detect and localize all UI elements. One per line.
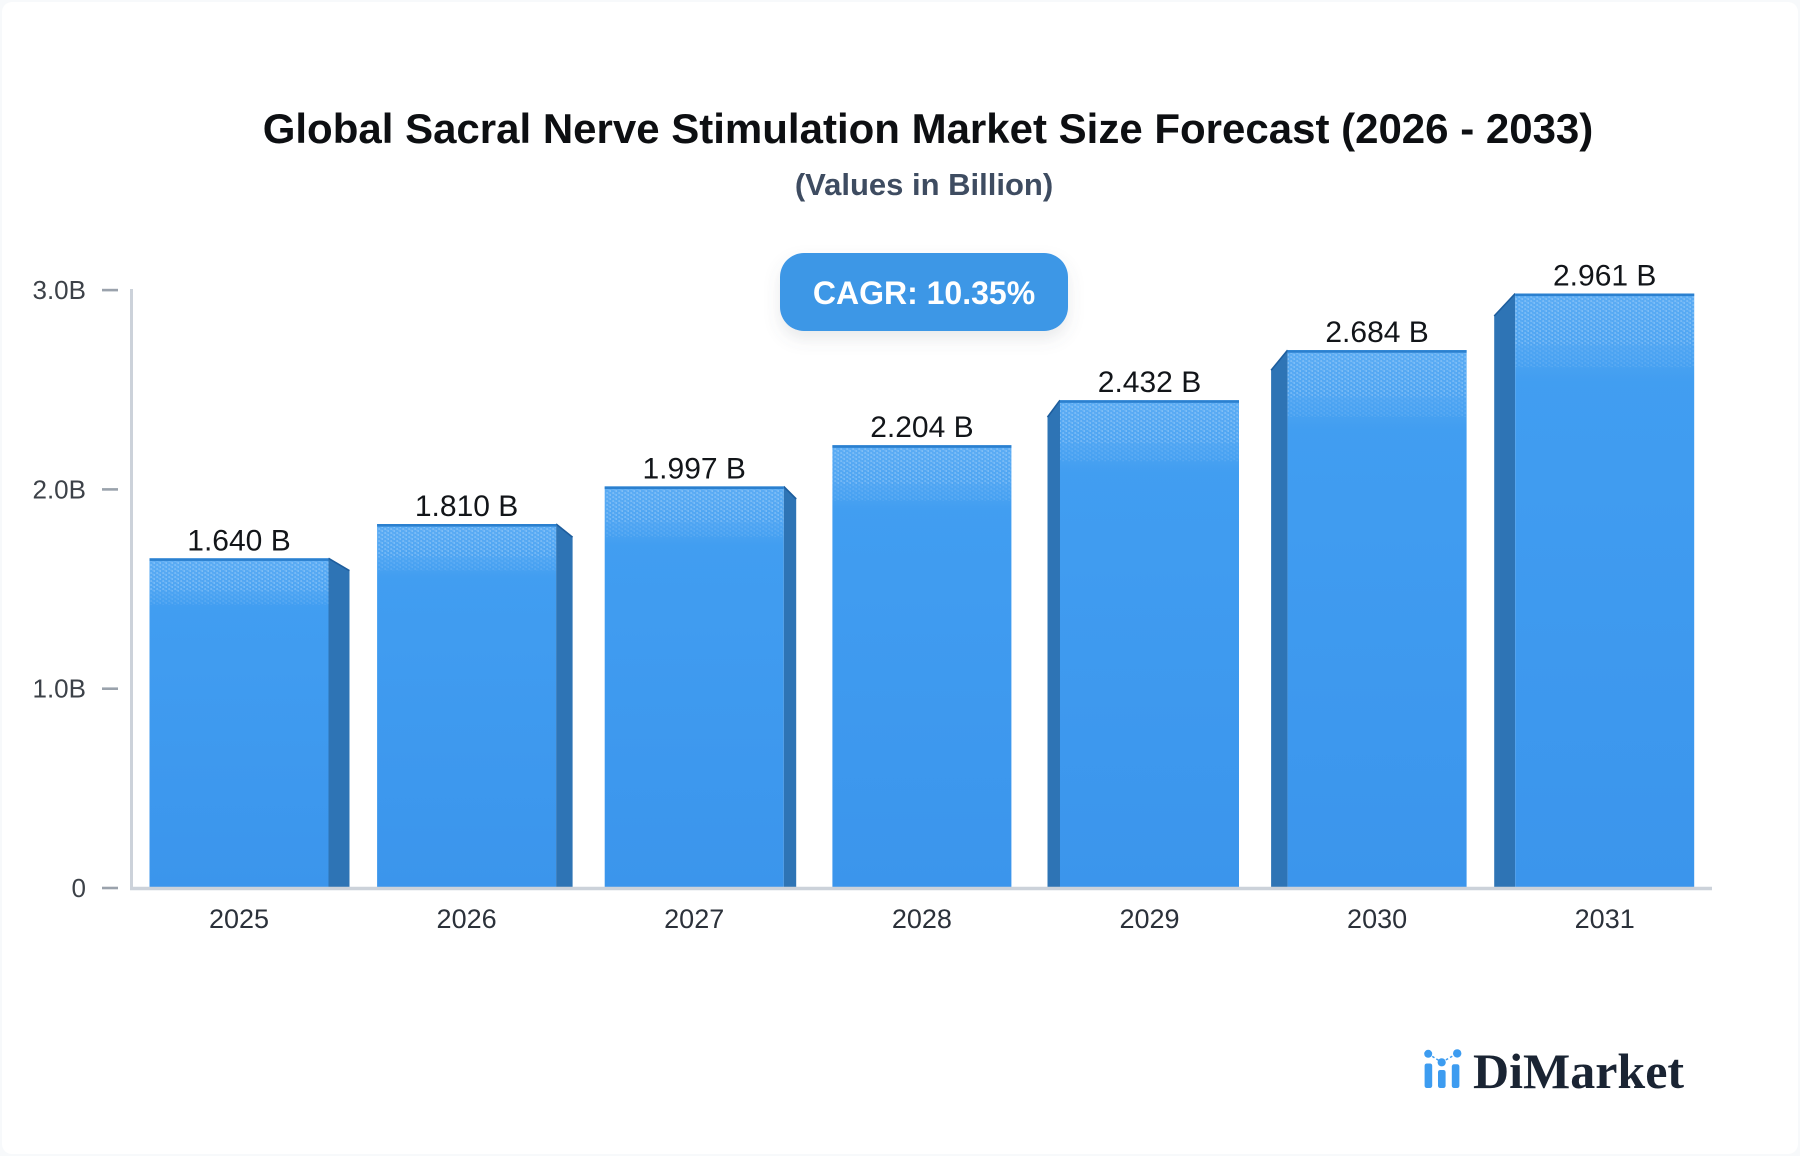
svg-text:2027: 2027 [664, 904, 724, 934]
svg-text:2.961 B: 2.961 B [1553, 260, 1656, 293]
svg-text:(Values in Billion): (Values in Billion) [795, 167, 1053, 202]
svg-text:1.640 B: 1.640 B [187, 524, 290, 557]
svg-text:2026: 2026 [437, 904, 497, 934]
svg-text:0: 0 [72, 873, 86, 903]
svg-text:2.204 B: 2.204 B [870, 411, 973, 444]
svg-text:2029: 2029 [1119, 904, 1179, 934]
svg-text:1.810 B: 1.810 B [415, 490, 518, 523]
svg-text:1.997 B: 1.997 B [642, 452, 745, 485]
svg-text:3.0B: 3.0B [33, 275, 87, 305]
svg-text:1.0B: 1.0B [33, 674, 87, 704]
svg-text:CAGR: 10.35%: CAGR: 10.35% [813, 275, 1035, 311]
svg-text:2.432 B: 2.432 B [1098, 366, 1201, 399]
svg-text:2030: 2030 [1347, 904, 1407, 934]
svg-text:2.0B: 2.0B [33, 474, 87, 504]
svg-text:Global Sacral Nerve Stimulatio: Global Sacral Nerve Stimulation Market S… [263, 105, 1594, 152]
svg-text:2031: 2031 [1575, 904, 1635, 934]
svg-text:2.684 B: 2.684 B [1325, 316, 1428, 349]
svg-text:2028: 2028 [892, 904, 952, 934]
svg-text:2025: 2025 [209, 904, 269, 934]
svg-text:DiMarket: DiMarket [1473, 1043, 1684, 1099]
